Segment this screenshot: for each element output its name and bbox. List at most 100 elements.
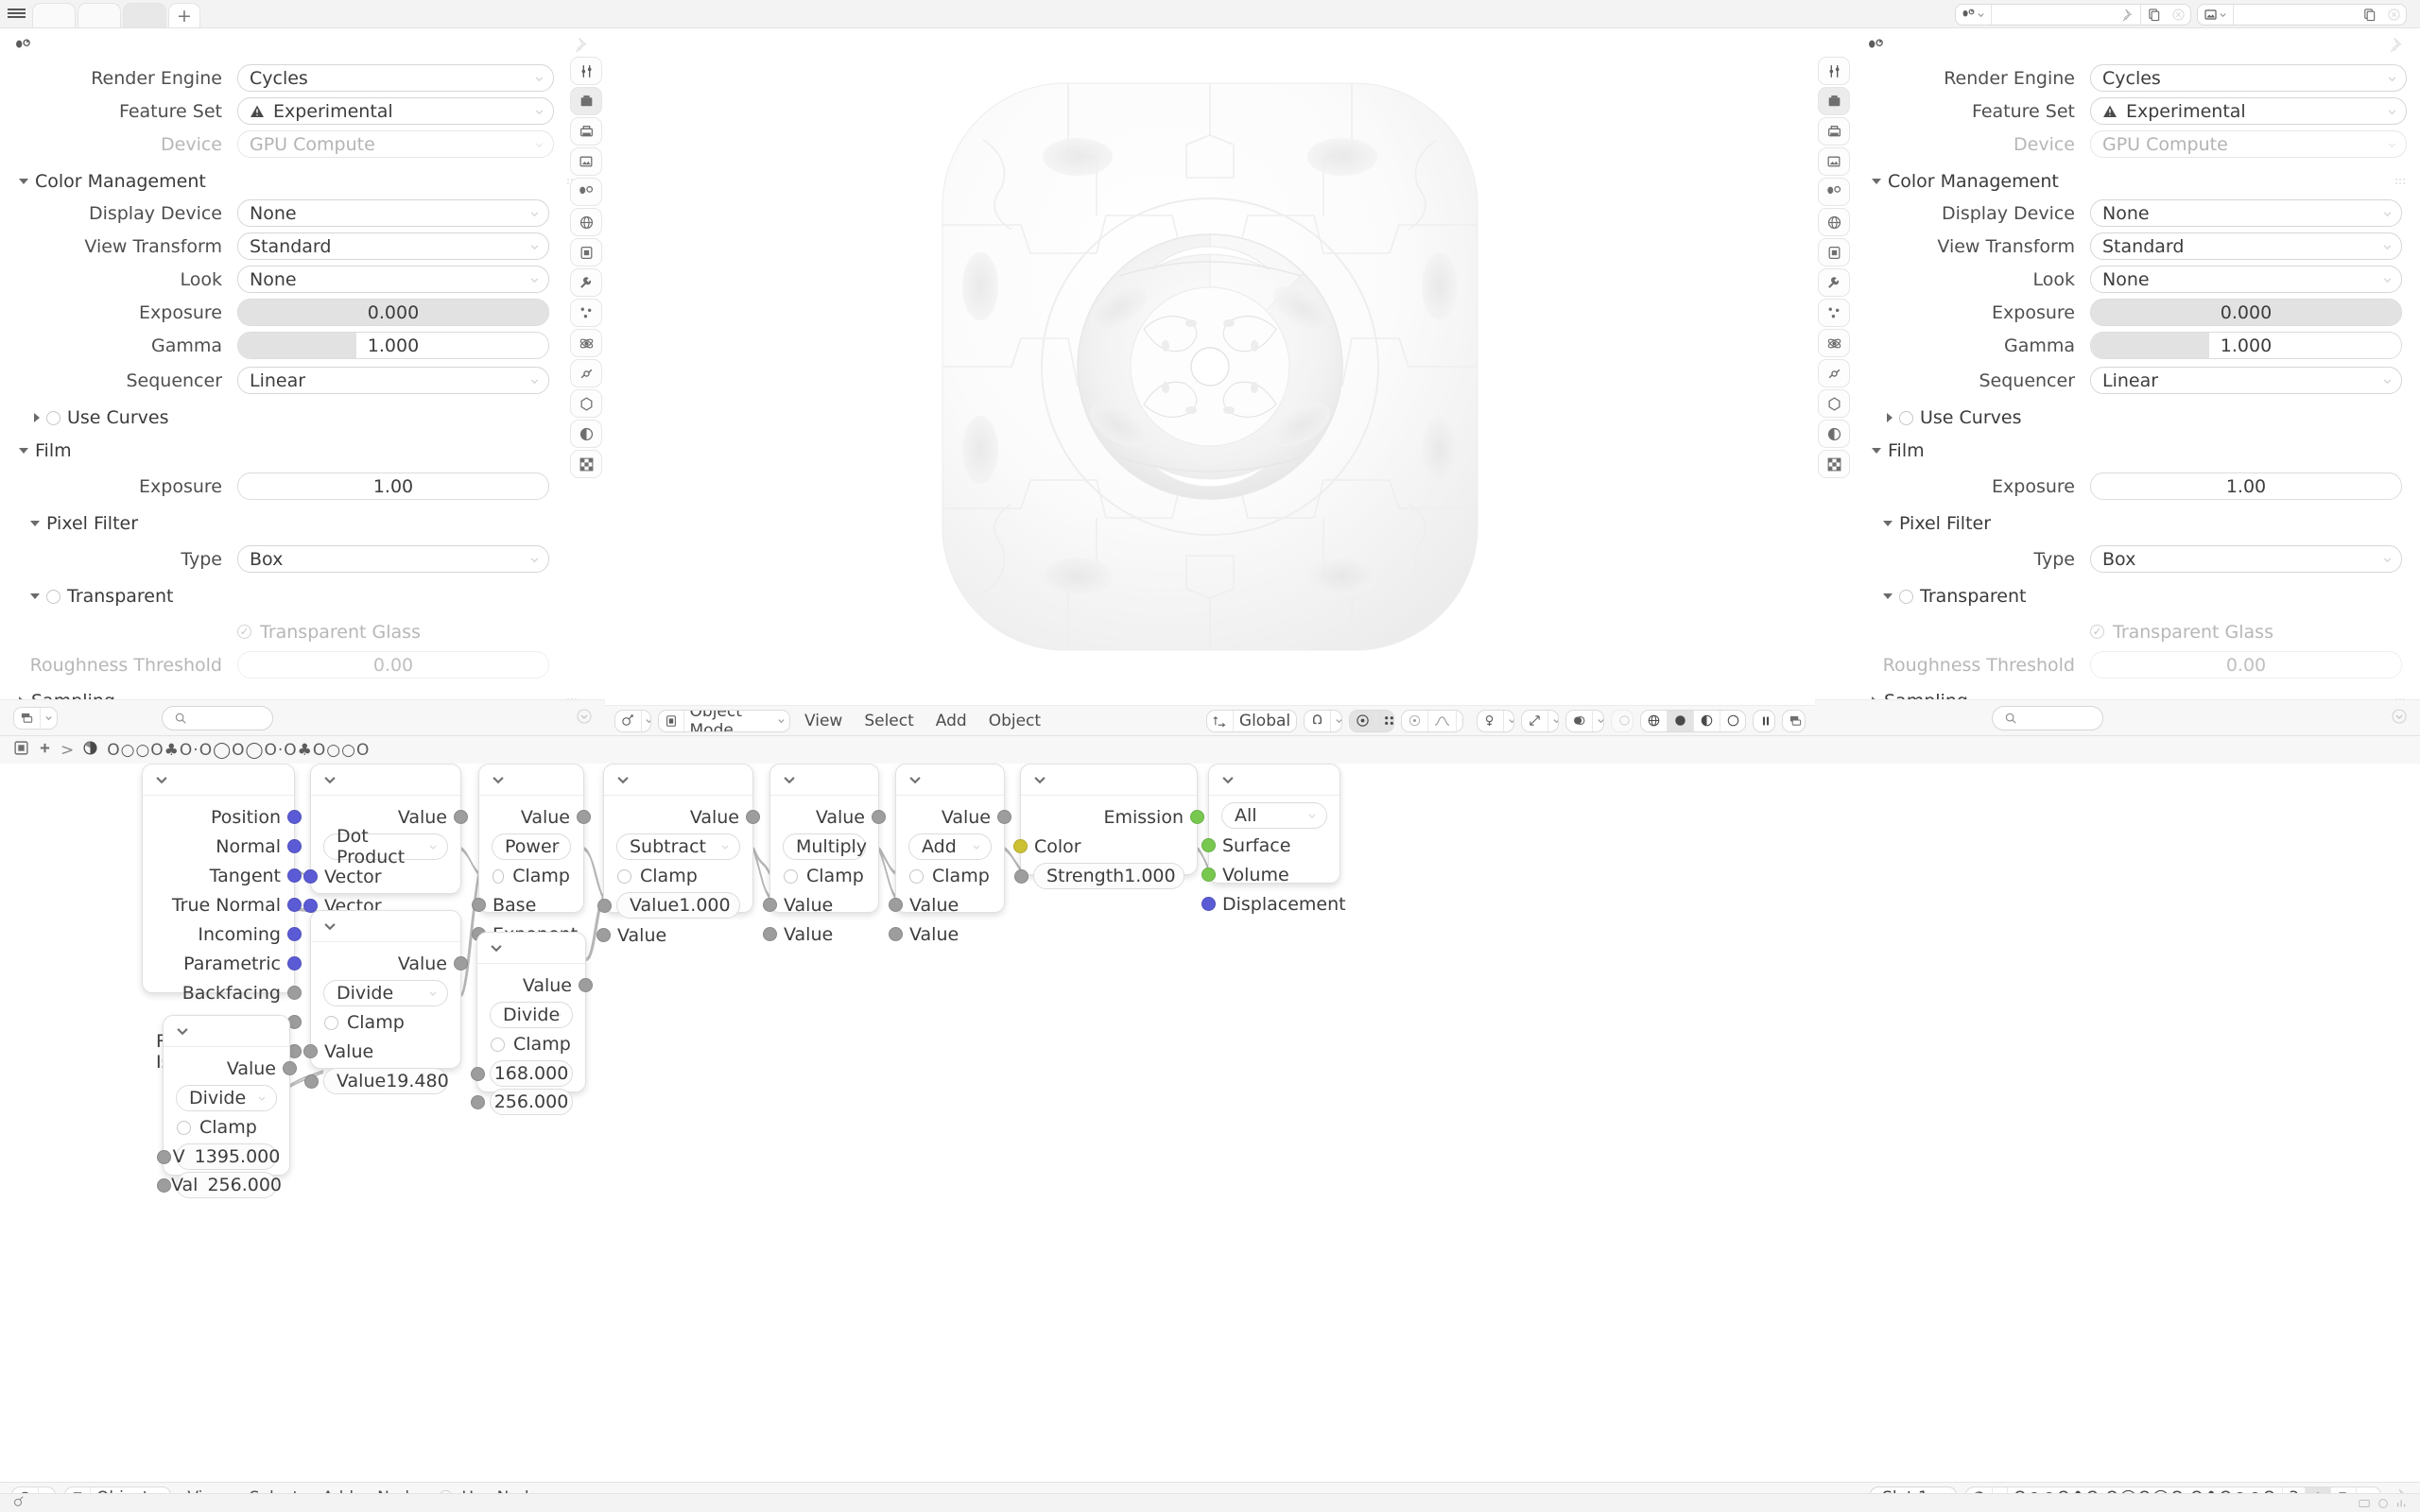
node-header[interactable] [896,765,1004,796]
socket-emission-out[interactable] [1190,810,1204,824]
value-field-2[interactable]: Val 256.000 [157,1172,282,1198]
socket-value-out[interactable] [283,1061,297,1075]
chevron-down-icon[interactable] [492,773,505,786]
shader-node-canvas[interactable]: Position Normal Tangent True Normal Inco… [0,764,2420,1493]
socket-incoming[interactable] [287,927,302,941]
socket-value-out[interactable] [579,978,593,992]
add-workspace-button[interactable]: + [168,3,200,27]
properties-tabs-right[interactable] [1815,28,1853,478]
copy-icon[interactable] [2357,5,2382,25]
clamp-checkbox[interactable] [324,1015,338,1030]
properties-tab-material[interactable] [1818,420,1850,448]
viewport-menu-object[interactable]: Object [988,711,1042,730]
node-geometry[interactable]: Position Normal Tangent True Normal Inco… [142,764,302,1073]
node-dot-product[interactable]: Value Dot Product Vector Vector [303,764,468,917]
chevron-down-icon[interactable] [1221,773,1235,786]
properties-tab-render[interactable] [1818,87,1850,115]
clamp-checkbox[interactable] [909,868,924,884]
socket-vector-1[interactable] [303,869,318,884]
pin-icon[interactable] [2388,36,2405,58]
socket-vector-2[interactable] [303,899,318,913]
drag-grip[interactable] [2394,177,2407,186]
socket-value-in-1[interactable] [889,898,903,912]
properties-tab-object[interactable] [570,238,602,266]
pixel-filter-type-dropdown[interactable]: Box [237,545,549,573]
mode-selector[interactable]: Object Mode [657,709,790,732]
viewport-menu-select[interactable]: Select [864,711,914,730]
xray-toggle[interactable] [1610,709,1634,732]
chevron-down-icon[interactable] [908,773,922,786]
properties-tab-output[interactable] [570,117,602,146]
close-icon[interactable] [2382,5,2406,25]
socket-value-in-1[interactable] [157,1150,171,1164]
film-section[interactable]: Film [0,436,605,469]
socket-value-out[interactable] [454,810,468,824]
viewport-menu-add[interactable]: Add [935,711,967,730]
use-curves-checkbox[interactable] [46,410,60,425]
transparent-section[interactable]: Transparent [1853,578,2420,614]
feature-set-dropdown[interactable]: Experimental [2090,97,2407,125]
look-dropdown[interactable]: None [2090,266,2402,293]
node-header[interactable] [1209,765,1340,796]
node-power[interactable]: Value Power Clamp Base Exponent [472,764,591,945]
close-icon[interactable] [2167,5,2190,25]
transparent-checkbox[interactable] [46,589,60,604]
socket-value-out[interactable] [872,810,886,824]
transparent-checkbox[interactable] [1899,589,1913,604]
pixel-filter-section[interactable]: Pixel Filter [1853,506,2420,541]
properties-tab-viewlayer[interactable] [570,147,602,176]
operation-dropdown[interactable]: Divide [490,1002,573,1028]
node-header[interactable] [164,1016,289,1047]
chevron-down-icon[interactable] [577,708,592,729]
node-multiply[interactable]: Value Multiply Clamp Value Value [763,764,886,945]
socket-value-in-2[interactable] [304,1074,319,1089]
node-divide-b[interactable]: Value Divide Clamp 168.000 256.000 [471,932,593,1115]
properties-tab-output[interactable] [1818,117,1850,146]
cm-exposure-slider[interactable]: 0.000 [2090,299,2402,326]
feature-set-dropdown[interactable]: Experimental [237,97,554,125]
properties-editor-left[interactable]: Render Engine Cycles Feature Set Experim… [0,28,605,814]
editor-type-icon[interactable] [13,740,29,761]
chevron-down-icon[interactable] [176,1024,189,1038]
node-divide-a[interactable]: Value Divide Clamp Value Value 19.480 [303,910,468,1094]
properties-tab-object[interactable] [1818,238,1850,266]
display-device-dropdown[interactable]: None [2090,199,2402,227]
operation-dropdown[interactable]: Dot Product [323,826,448,868]
socket-tangent[interactable] [287,868,302,883]
chevron-down-icon[interactable] [783,773,796,786]
properties-tab-modifier[interactable] [570,268,602,297]
render-engine-dropdown[interactable]: Cycles [2090,64,2407,92]
shading-mode-group[interactable] [1640,709,1746,732]
node-header[interactable] [477,933,585,964]
shading-rendered-icon[interactable] [1720,711,1745,731]
clamp-checkbox[interactable] [617,868,631,884]
node-clamp-row[interactable]: Clamp [896,862,1004,890]
view-transform-dropdown[interactable]: Standard [237,232,549,260]
use-curves-row[interactable]: Use Curves [1853,400,2420,436]
socket-value-out[interactable] [746,810,760,824]
pixel-filter-section[interactable]: Pixel Filter [0,506,605,541]
node-divide-c[interactable]: Value Divide Clamp V 1395.000 Val 256.00… [157,1015,297,1198]
overlay-selector[interactable] [1565,709,1604,732]
socket-surface[interactable] [1201,838,1216,852]
properties-search-input-right[interactable] [1992,705,2103,730]
viewport-options-button[interactable] [1782,709,1806,732]
properties-tab-physics[interactable] [1818,329,1850,357]
socket-true-normal[interactable] [287,898,302,912]
properties-tab-material[interactable] [570,420,602,448]
operation-dropdown[interactable]: Subtract [616,833,740,860]
shading-material-preview-icon[interactable] [1694,710,1721,731]
node-header[interactable] [1021,765,1197,796]
socket-value-in-1[interactable] [303,1044,318,1058]
node-header[interactable] [479,765,583,796]
socket-color[interactable] [1013,839,1028,853]
socket-normal[interactable] [287,839,302,853]
properties-tab-constraints[interactable] [1818,359,1850,387]
properties-tab-render[interactable] [570,87,602,115]
properties-tab-tool[interactable] [1818,57,1850,85]
socket-base[interactable] [472,898,486,912]
value-field[interactable]: Value 1.000 [597,892,740,919]
chevron-down-icon[interactable] [490,941,503,954]
gizmo-selector[interactable] [1521,709,1560,732]
properties-tab-texture[interactable] [570,450,602,478]
